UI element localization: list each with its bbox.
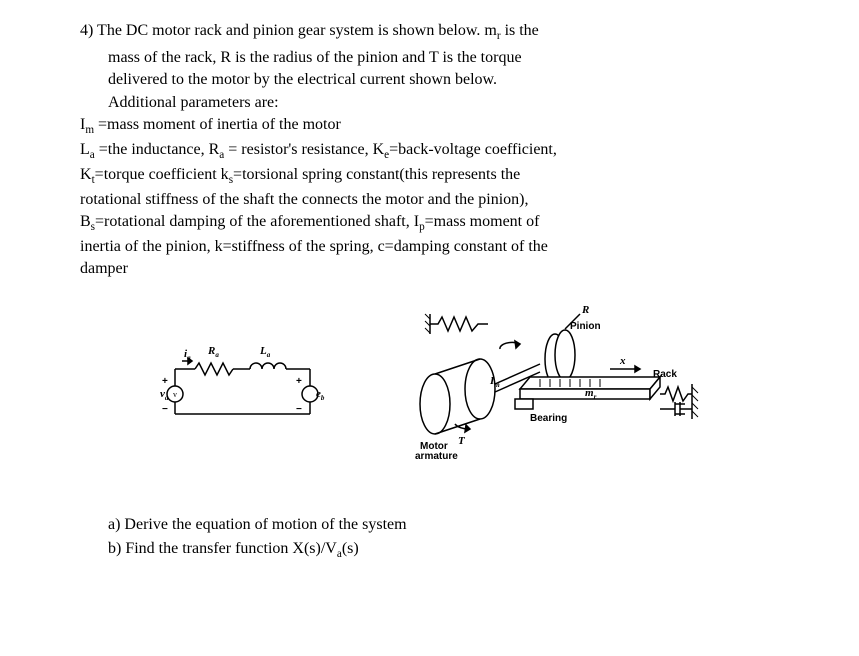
param1-post: =mass moment of inertia of the motor [94,116,341,133]
param2-post2: = resistor's resistance, K [224,141,384,158]
label-bearing: Bearing [530,413,567,424]
question-block: 4) The DC motor rack and pinion gear sys… [80,20,779,281]
param2-pre: L [80,141,90,158]
intro-line-3: delivered to the motor by the electrical… [108,69,779,91]
sub-q-b-pre: b) Find the transfer function X(s)/V [108,540,337,557]
plus-va: + [162,376,168,387]
minus-eb: − [296,404,302,415]
param3-pre: K [80,166,92,183]
mechanical-diagram: R Pinion Im Motor armature T x mr Rack B… [360,299,700,474]
label-ia: ia [184,348,191,362]
label-rack: Rack [653,369,677,380]
intro-line-4: Additional parameters are: [108,92,779,114]
circuit-diagram: + − + − ia Ra La va v eb [160,339,330,434]
label-v-inner: v [173,390,177,399]
param3-post2: =torsional spring constant(this represen… [233,166,520,183]
label-Ra: Ra [207,345,219,359]
param1-sub: m [85,124,94,136]
param-Bs-Ip: Bs=rotational damping of the aforementio… [80,211,779,236]
label-x: x [619,355,626,367]
param5-post: =rotational damping of the aforementione… [95,213,419,230]
question-intro: 4) The DC motor rack and pinion gear sys… [80,20,779,45]
sub-q-a: a) Derive the equation of motion of the … [108,514,779,536]
param-La-Ra-Ke: La =the inductance, Ra = resistor's resi… [80,139,779,164]
param-damper: damper [80,258,779,280]
question-number: 4) [80,22,93,39]
sub-q-b: b) Find the transfer function X(s)/Va(s) [108,538,779,563]
label-pinion: Pinion [570,321,601,332]
intro-text-1: The DC motor rack and pinion gear system… [97,22,497,39]
plus-eb: + [296,376,302,387]
intro-text-1b: is the [501,22,539,39]
param5-post2: =mass moment of [425,213,540,230]
label-armature: armature [415,451,458,462]
label-T: T [458,435,466,447]
param-rotational: rotational stiffness of the shaft the co… [80,189,779,211]
sub-questions: a) Derive the equation of motion of the … [108,514,779,563]
minus-va: − [162,404,168,415]
label-La: La [259,345,271,359]
param-Kt-ks: Kt=torque coefficient ks=torsional sprin… [80,164,779,189]
param2-post: =the inductance, R [95,141,220,158]
sub-q-b-post: (s) [342,540,359,557]
label-R: R [581,304,589,316]
param5-pre: B [80,213,91,230]
intro-line-2: mass of the rack, R is the radius of the… [108,47,779,69]
param-inertia-k-c: inertia of the pinion, k=stiffness of th… [80,236,779,258]
diagram-container: + − + − ia Ra La va v eb [80,299,779,474]
label-Im: Im [489,375,500,389]
param-Im: Im =mass moment of inertia of the motor [80,114,779,139]
param2-post3: =back-voltage coefficient, [389,141,557,158]
label-eb: eb [316,388,325,402]
param3-post: =torque coefficient k [95,166,229,183]
